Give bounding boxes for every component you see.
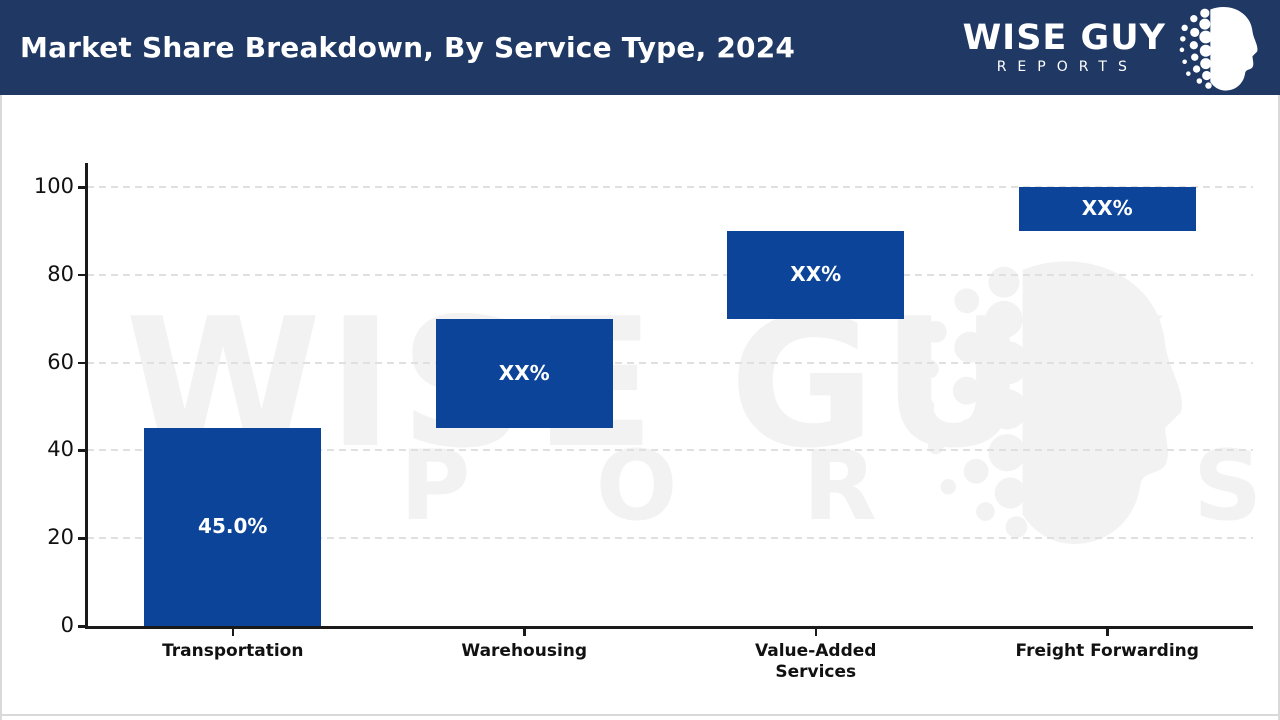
y-axis-tick: [78, 449, 85, 452]
gridline-60: [87, 361, 1253, 364]
bar-value-label: 45.0%: [198, 514, 268, 539]
category-label-value-added-services: Value-Added Services: [755, 641, 877, 683]
bar-value-label: XX%: [498, 360, 550, 385]
y-axis-tick: [78, 186, 85, 189]
gridline-80: [87, 273, 1253, 276]
y-axis-tick-label: 100: [33, 174, 74, 198]
page-left-border: [0, 95, 2, 720]
x-axis-tick: [814, 629, 818, 636]
bar-value-added-services: XX%: [727, 230, 905, 319]
y-axis-tick: [78, 273, 85, 277]
bar-warehousing: XX%: [435, 318, 613, 429]
logo-head-icon: [1179, 6, 1258, 91]
x-axis-line: [84, 626, 1253, 629]
bar-value-label: XX%: [790, 261, 842, 286]
x-axis-tick: [1106, 629, 1109, 636]
page-title: Market Share Breakdown, By Service Type,…: [20, 31, 796, 64]
page-right-border: [1278, 95, 1280, 720]
y-axis-tick-label: 60: [47, 349, 74, 374]
y-axis-line: [84, 163, 88, 629]
y-axis-tick: [78, 537, 85, 540]
bar-freight-forwarding: XX%: [1018, 187, 1196, 231]
watermark-head-icon: [918, 261, 1182, 544]
gridline-20: [87, 537, 1253, 540]
gridline-100: [87, 186, 1253, 188]
header-bar: Market Share Breakdown, By Service Type,…: [0, 0, 1280, 95]
gridline-40: [87, 449, 1253, 452]
x-axis-tick: [231, 629, 235, 636]
category-label-warehousing: Warehousing: [461, 641, 588, 661]
category-label-freight-forwarding: Freight Forwarding: [1015, 641, 1199, 661]
logo-subtitle: REPORTS: [996, 59, 1138, 75]
bar-value-label: XX%: [1081, 195, 1133, 220]
category-label-transportation: Transportation: [162, 641, 304, 661]
y-axis-tick: [78, 361, 85, 365]
page-bottom-border: [0, 714, 1280, 716]
x-axis-tick: [523, 629, 526, 636]
logo-wordmark: WISE GUY: [962, 18, 1166, 58]
y-axis-tick: [78, 625, 85, 628]
bar-transportation: 45.0%: [144, 428, 322, 626]
y-axis-tick-label: 40: [47, 437, 74, 462]
wise-guy-reports-logo: WISE GUY REPORTS: [963, 4, 1260, 92]
y-axis-tick-label: 20: [47, 525, 74, 550]
y-axis-tick-label: 80: [47, 261, 74, 286]
y-axis-tick-label: 0: [60, 613, 74, 637]
